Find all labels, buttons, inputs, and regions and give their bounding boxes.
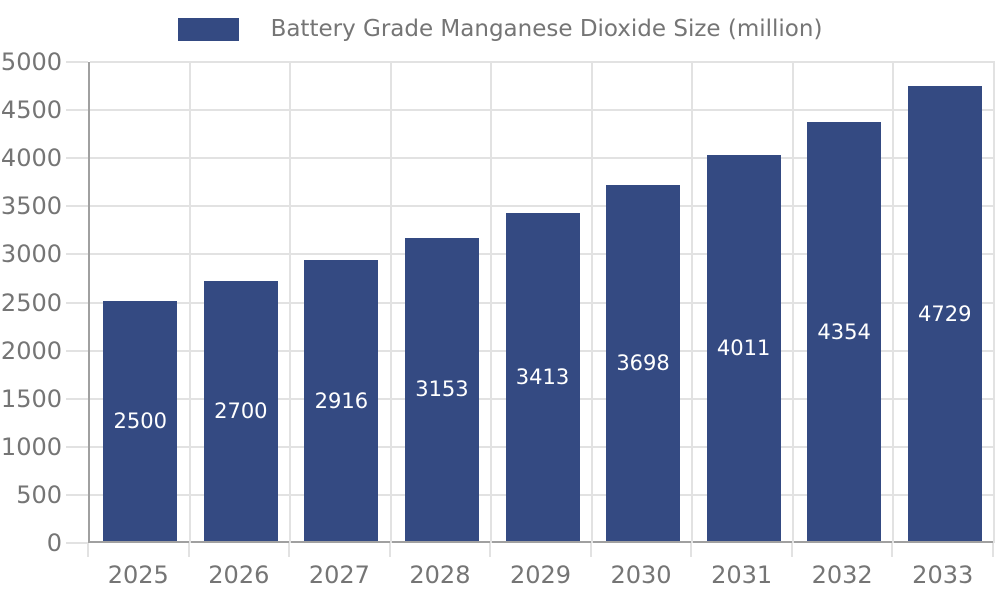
- v-gridline: [791, 62, 794, 543]
- h-gridline: [90, 109, 995, 112]
- bar-value-label: 3413: [515, 364, 570, 389]
- y-tick-mark: [66, 301, 88, 304]
- v-gridline: [490, 62, 493, 543]
- bar-value-label: 3153: [415, 377, 469, 402]
- x-axis-tick-label: 2031: [711, 561, 773, 589]
- x-axis-tick-label: 2029: [509, 561, 572, 589]
- bar[interactable]: 2916: [304, 260, 379, 541]
- legend-swatch[interactable]: [177, 18, 239, 42]
- v-gridline: [590, 62, 593, 543]
- y-tick-mark: [66, 397, 88, 400]
- x-tick-mark: [690, 543, 693, 557]
- x-axis-tick-label: 2026: [208, 561, 270, 589]
- y-axis-tick-label: 3000: [0, 240, 62, 269]
- bar[interactable]: 3698: [606, 185, 681, 541]
- y-axis-tick-label: 2000: [0, 336, 62, 365]
- y-axis-tick-label: 2500: [0, 288, 62, 317]
- bar[interactable]: 4011: [706, 155, 781, 541]
- v-gridline: [188, 62, 191, 543]
- bar-value-label: 4011: [716, 336, 771, 361]
- x-tick-mark: [891, 543, 894, 557]
- v-gridline: [691, 62, 694, 543]
- v-gridline: [389, 62, 392, 543]
- y-axis-tick-label: 500: [16, 480, 62, 509]
- x-tick-mark: [388, 543, 391, 557]
- x-tick-mark: [992, 543, 994, 557]
- x-axis-tick-label: 2028: [409, 561, 471, 589]
- y-tick-mark: [66, 445, 88, 448]
- y-tick-mark: [66, 61, 88, 63]
- y-axis-tick-label: 3500: [0, 192, 62, 221]
- bar-value-label: 2700: [214, 399, 268, 424]
- legend[interactable]: Battery Grade Manganese Dioxide Size (mi…: [0, 16, 1000, 44]
- bar-value-label: 2916: [314, 388, 369, 413]
- x-tick-mark: [589, 543, 592, 557]
- x-tick-mark: [87, 543, 89, 557]
- h-gridline: [90, 205, 995, 208]
- y-axis-tick-label: 1500: [0, 384, 62, 413]
- y-tick-mark: [66, 542, 88, 544]
- legend-label[interactable]: Battery Grade Manganese Dioxide Size (mi…: [270, 16, 823, 42]
- x-axis-tick-label: 2025: [107, 561, 169, 589]
- y-tick-mark: [66, 157, 88, 160]
- v-gridline: [993, 62, 995, 543]
- y-tick-mark: [66, 109, 88, 112]
- y-tick-mark: [66, 253, 88, 256]
- y-axis-tick-label: 1000: [0, 432, 62, 461]
- x-axis-tick-label: 2030: [610, 561, 672, 589]
- bar[interactable]: 2500: [103, 300, 178, 541]
- bar-value-label: 4729: [917, 301, 972, 326]
- x-axis-tick-label: 2033: [912, 561, 974, 589]
- x-axis-tick-label: 2032: [811, 561, 873, 589]
- bar[interactable]: 4354: [807, 122, 882, 541]
- x-tick-mark: [489, 543, 492, 557]
- x-axis-tick-label: 2027: [308, 561, 370, 589]
- y-axis-tick-label: 0: [46, 529, 62, 557]
- x-tick-mark: [187, 543, 190, 557]
- y-tick-mark: [66, 349, 88, 352]
- bar[interactable]: 4729: [907, 86, 982, 541]
- bar-value-label: 4354: [817, 319, 871, 344]
- h-gridline: [90, 157, 995, 160]
- y-axis-tick-label: 4000: [0, 144, 62, 173]
- v-gridline: [289, 62, 292, 543]
- bar[interactable]: 3153: [404, 237, 479, 541]
- plot-area: 2500 2700 2916 3153 3413 3698 4011 4354 4729: [88, 61, 995, 543]
- bar-value-label: 2500: [113, 408, 167, 433]
- v-gridline: [892, 62, 895, 543]
- bar-value-label: 3698: [616, 351, 670, 376]
- y-tick-mark: [66, 493, 88, 496]
- y-tick-mark: [66, 205, 88, 208]
- h-gridline: [90, 61, 995, 63]
- x-tick-mark: [288, 543, 291, 557]
- bar[interactable]: 2700: [203, 281, 278, 541]
- y-axis-tick-label: 4500: [0, 96, 62, 125]
- x-tick-mark: [790, 543, 793, 557]
- bar[interactable]: 3413: [505, 212, 580, 541]
- y-axis-tick-label: 5000: [0, 48, 62, 76]
